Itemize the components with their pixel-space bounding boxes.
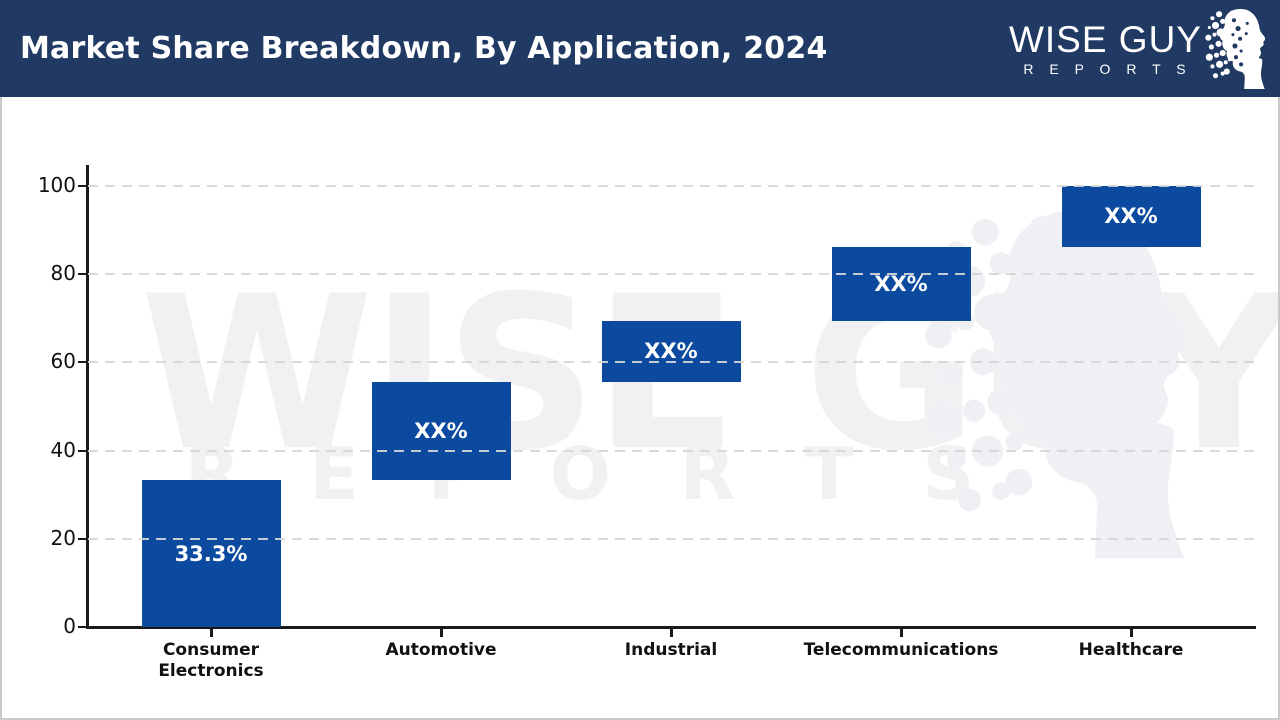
bar-value-label: XX% (1104, 204, 1158, 229)
logo-subtitle: R E P O R T S (1023, 60, 1192, 77)
wise-guy-logo: WISE GUY R E P O R T S (1009, 8, 1280, 90)
page-title: Market Share Breakdown, By Application, … (20, 31, 828, 66)
wise-guy-head-icon (1205, 8, 1266, 89)
x-tick-mark (210, 629, 213, 637)
bar-telecommunications (831, 246, 971, 321)
x-category-label-line: Telecommunications (803, 640, 999, 660)
y-tick-mark (78, 449, 86, 452)
y-tick-label: 0 (63, 614, 76, 638)
x-category-label-line: Automotive (385, 640, 497, 660)
y-tick-mark (78, 537, 86, 540)
x-tick-mark (1130, 629, 1133, 637)
y-tick-mark (78, 185, 86, 187)
x-category-label: Telecommunications (804, 640, 999, 661)
x-category-label: Industrial (625, 640, 717, 661)
bar-consumer-electronics (141, 480, 281, 627)
x-category-label-line: Consumer (162, 640, 260, 660)
x-category-label-line: Electronics (158, 661, 264, 682)
y-tick-label: 100 (37, 173, 76, 197)
gridline (88, 537, 1256, 540)
bar-healthcare (1061, 186, 1201, 247)
header-bar: Market Share Breakdown, By Application, … (0, 0, 1280, 97)
bar-value-label: XX% (644, 339, 698, 364)
x-category-label-line: Healthcare (1078, 640, 1184, 660)
x-tick-mark (900, 629, 903, 637)
y-tick-label: 60 (50, 349, 76, 374)
x-category-label-line: Industrial (624, 640, 718, 660)
bar-value-label: 33.3% (174, 541, 248, 566)
y-axis-line (86, 165, 89, 629)
y-tick-label: 80 (50, 261, 76, 286)
y-tick-mark (78, 361, 86, 364)
x-category-label: Consumer Electronics (158, 640, 263, 683)
logo-text: WISE GUY R E P O R T S (1009, 21, 1202, 77)
logo-wordmark: WISE GUY (1008, 18, 1202, 60)
bar-automotive (371, 381, 511, 481)
y-tick-mark (78, 626, 86, 628)
gridline (88, 185, 1256, 187)
gridline (88, 273, 1256, 276)
x-axis-line (86, 626, 1256, 629)
y-tick-label: 40 (50, 437, 76, 462)
x-tick-mark (440, 629, 443, 637)
bar-industrial (601, 320, 741, 382)
page-border-left (0, 97, 2, 720)
bar-value-label: XX% (874, 271, 928, 296)
page-border-bottom (0, 718, 1280, 720)
x-category-label: Healthcare (1079, 640, 1184, 661)
gridline (88, 449, 1256, 452)
page-border-right (1278, 97, 1280, 720)
y-tick-mark (78, 273, 86, 276)
x-category-label: Automotive (385, 640, 496, 661)
y-tick-label: 20 (50, 525, 76, 550)
x-tick-mark (670, 629, 673, 637)
bar-value-label: XX% (414, 418, 468, 443)
gridline (88, 361, 1256, 364)
